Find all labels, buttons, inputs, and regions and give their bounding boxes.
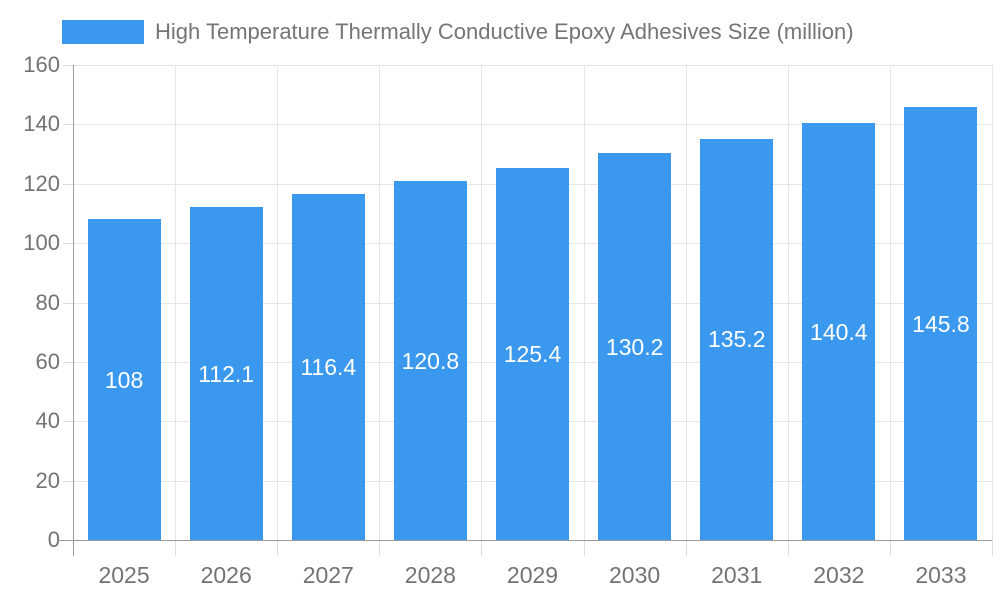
- x-tick-mark: [379, 540, 381, 556]
- y-axis-tick-label: 160: [23, 52, 60, 77]
- x-gridline: [685, 65, 687, 540]
- x-tick-mark: [992, 540, 993, 556]
- x-gridline: [787, 65, 789, 540]
- bar-2031: [700, 138, 774, 540]
- x-axis-tick-label: 2033: [915, 562, 967, 588]
- x-axis-tick-label: 2028: [404, 562, 456, 588]
- legend-swatch-icon: [62, 20, 144, 44]
- bar-2030: [598, 153, 672, 540]
- y-gridline: [73, 65, 992, 66]
- y-gridline: [73, 124, 992, 126]
- legend-series-label: High Temperature Thermally Conductive Ep…: [155, 19, 854, 44]
- y-tick-mark: [63, 421, 73, 423]
- bar-value-label: 125.4: [503, 340, 562, 367]
- bar-value-label: 140.4: [810, 318, 868, 345]
- x-axis-tick-label: 2025: [98, 562, 150, 588]
- x-tick-mark: [889, 540, 891, 556]
- y-tick-mark: [63, 243, 73, 245]
- y-axis-tick-label: 20: [35, 467, 60, 493]
- y-axis-tick-label: 40: [35, 408, 60, 434]
- x-axis-tick-label: 2031: [711, 562, 763, 588]
- bar-value-label: 145.8: [912, 310, 970, 337]
- bar-2033: [904, 107, 978, 540]
- x-gridline: [583, 65, 585, 540]
- x-axis-line: [58, 540, 992, 541]
- y-tick-mark: [63, 480, 73, 482]
- bar-2027: [291, 194, 365, 540]
- y-tick-mark: [63, 183, 73, 185]
- y-axis-tick-label: 120: [23, 170, 60, 196]
- y-axis-tick-label: 60: [35, 348, 60, 374]
- chart-legend[interactable]: High Temperature Thermally Conductive Ep…: [62, 20, 854, 44]
- x-gridline: [889, 65, 891, 540]
- y-tick-mark: [63, 302, 73, 304]
- bar-2025: [87, 219, 161, 540]
- x-axis-tick-label: 2032: [813, 562, 865, 588]
- x-tick-mark: [277, 540, 279, 556]
- x-axis-tick-label: 2026: [200, 562, 252, 588]
- x-axis-tick-label: 2027: [302, 562, 354, 588]
- y-axis-tick-label: 80: [35, 289, 60, 315]
- x-tick-mark: [481, 540, 483, 556]
- x-tick-mark: [583, 540, 585, 556]
- bar-2032: [802, 123, 876, 540]
- x-axis-tick-label: 2030: [609, 562, 661, 588]
- y-axis-tick-label: 100: [23, 230, 60, 256]
- x-gridline: [277, 65, 279, 540]
- bar-value-label: 130.2: [605, 333, 664, 360]
- bar-value-label: 108: [104, 366, 144, 393]
- x-tick-mark: [685, 540, 687, 556]
- bar-2026: [189, 207, 263, 540]
- y-tick-mark: [63, 361, 73, 363]
- bar-value-label: 135.2: [707, 326, 766, 353]
- y-axis-line: [73, 65, 74, 556]
- y-axis-tick-label: 140: [23, 111, 60, 137]
- y-axis-tick-label: 0: [47, 527, 60, 552]
- bar-value-label: 112.1: [198, 360, 255, 387]
- x-axis-tick-label: 2029: [506, 562, 559, 588]
- x-gridline: [481, 65, 483, 540]
- x-gridline: [992, 65, 993, 540]
- x-tick-mark: [787, 540, 789, 556]
- bar-value-label: 116.4: [300, 354, 357, 381]
- bar-2028: [393, 181, 467, 540]
- x-gridline: [175, 65, 177, 540]
- y-tick-mark: [63, 65, 73, 66]
- x-tick-mark: [175, 540, 177, 556]
- bar-2029: [496, 167, 569, 540]
- bar-value-label: 120.8: [401, 347, 460, 374]
- y-tick-mark: [63, 124, 73, 126]
- x-gridline: [379, 65, 381, 540]
